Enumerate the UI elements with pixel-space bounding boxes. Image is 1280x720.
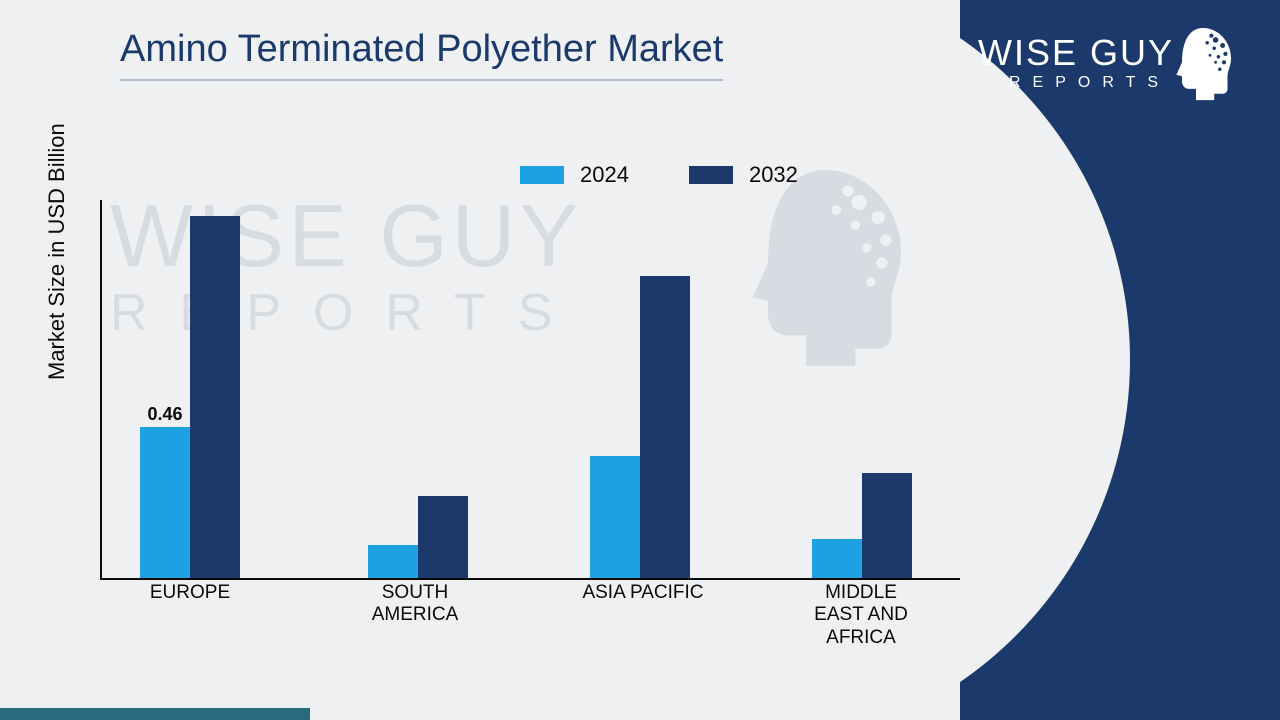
- legend-item-2032: 2032: [689, 162, 798, 188]
- bar-south_america-2024: [368, 545, 418, 578]
- chart-title: Amino Terminated Polyether Market: [120, 28, 723, 81]
- y-axis-line: [100, 200, 102, 580]
- logo-head-icon: [1168, 23, 1238, 103]
- bar-mea-2024: [812, 539, 862, 578]
- x-axis-line: [100, 578, 960, 580]
- footer-accent-bar: [0, 708, 310, 720]
- legend-label-2024: 2024: [580, 162, 629, 188]
- legend-label-2032: 2032: [749, 162, 798, 188]
- bar-europe-2024: [140, 427, 190, 578]
- bar-value-label-europe: 0.46: [140, 404, 190, 427]
- bar-asia_pacific-2032: [640, 276, 690, 578]
- bar-mea-2032: [862, 473, 912, 578]
- legend-swatch-2024: [520, 166, 564, 184]
- logo-sub-text: REPORTS: [978, 75, 1174, 91]
- bar-chart: 0.46: [100, 200, 960, 580]
- legend: 2024 2032: [520, 162, 798, 188]
- bar-south_america-2032: [418, 496, 468, 578]
- category-label-asia_pacific: ASIA PACIFIC: [578, 582, 708, 604]
- legend-swatch-2032: [689, 166, 733, 184]
- bar-europe-2032: [190, 216, 240, 578]
- y-axis-label: Market Size in USD Billion: [44, 123, 70, 380]
- logo-main-text: WISE GUY: [978, 35, 1174, 71]
- category-label-mea: MIDDLE EAST AND AFRICA: [806, 582, 916, 649]
- legend-item-2024: 2024: [520, 162, 629, 188]
- infographic-canvas: WISE GUY REPORTS WISE GUY REPORTS: [0, 0, 1280, 720]
- bar-asia_pacific-2024: [590, 456, 640, 578]
- brand-logo: WISE GUY REPORTS: [978, 18, 1258, 108]
- category-label-europe: EUROPE: [130, 582, 250, 604]
- category-label-south_america: SOUTH AMERICA: [350, 582, 480, 627]
